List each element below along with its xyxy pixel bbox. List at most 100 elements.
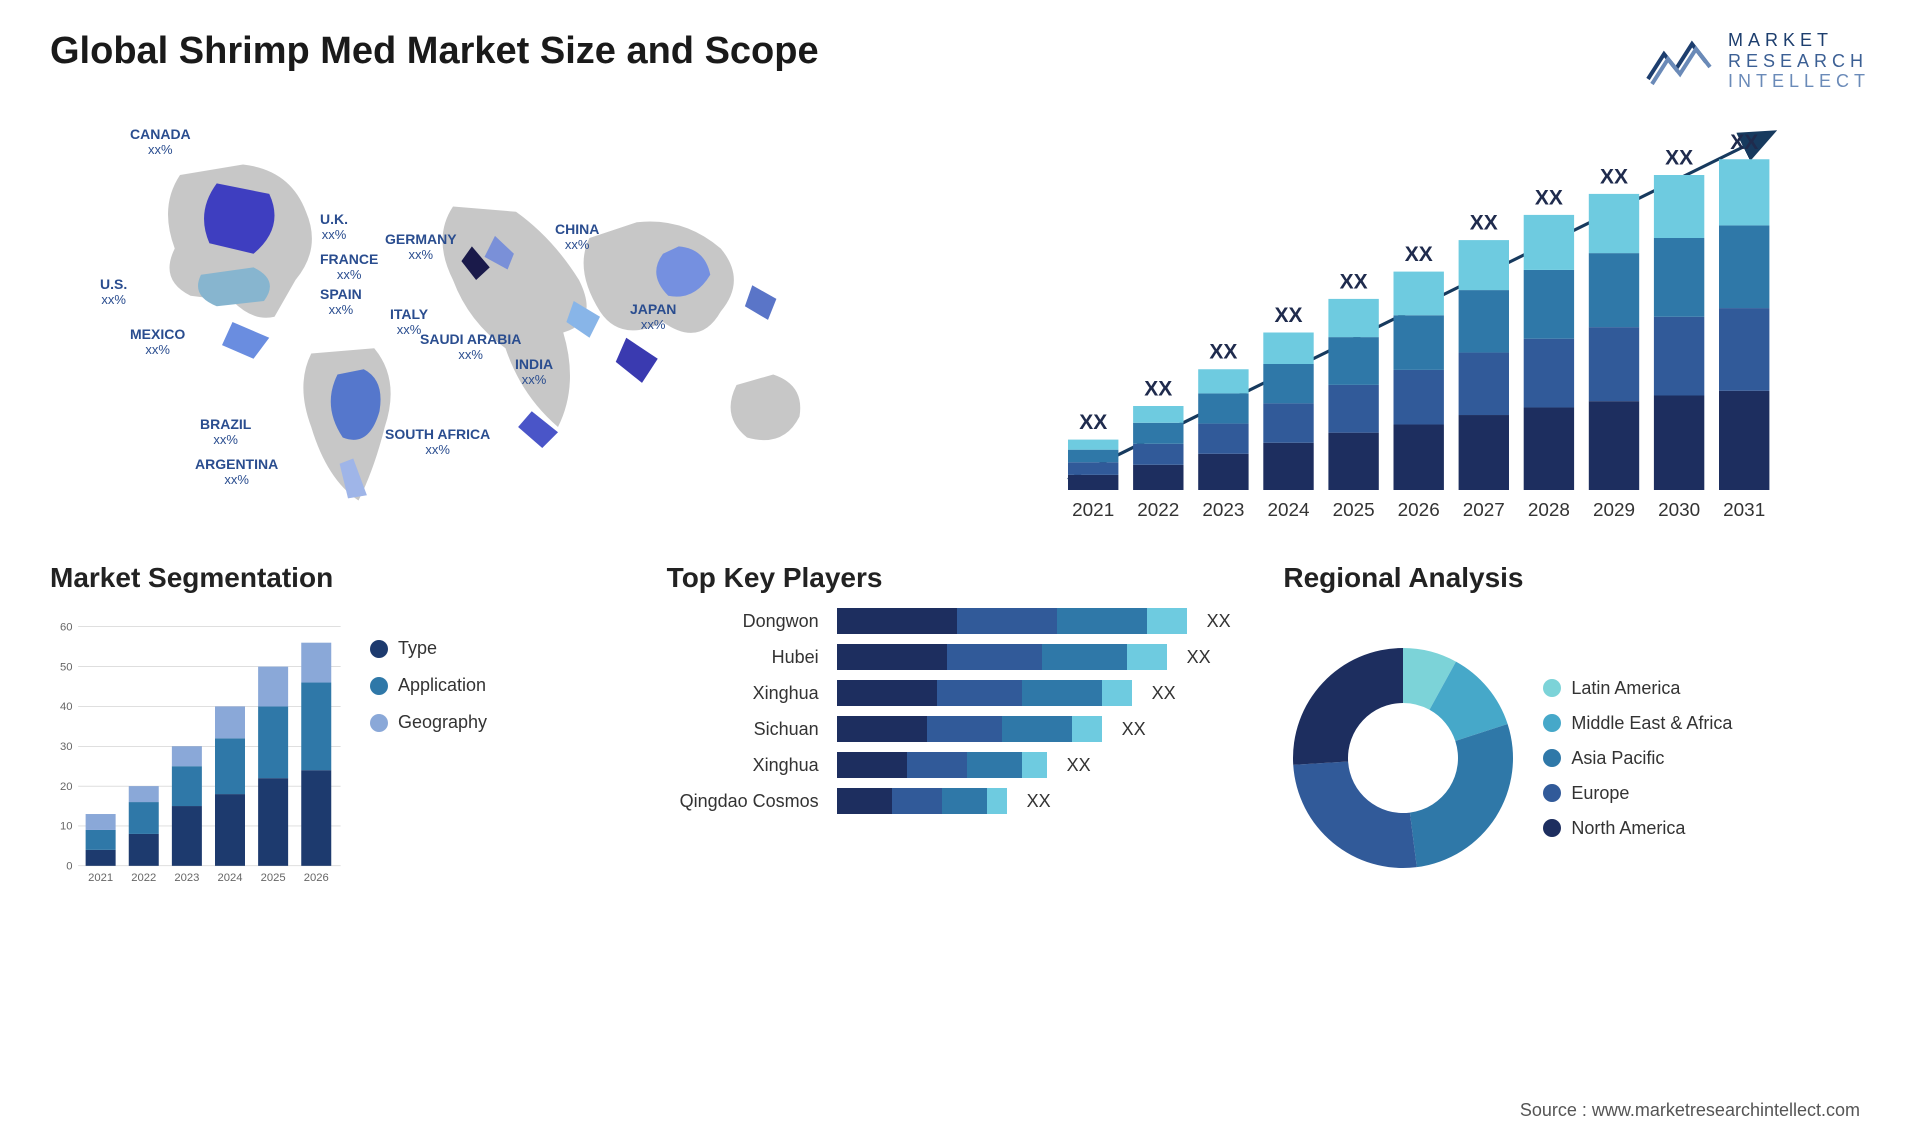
growth-bar-seg bbox=[1328, 385, 1378, 433]
segmentation-title: Market Segmentation bbox=[50, 562, 637, 594]
growth-bar-seg bbox=[1719, 159, 1769, 225]
regional-legend-item: Asia Pacific bbox=[1543, 748, 1732, 769]
growth-bar-seg bbox=[1654, 317, 1704, 396]
segmentation-legend: Type Application Geography bbox=[370, 608, 487, 908]
player-bar-seg bbox=[947, 644, 1042, 670]
seg-year-label: 2025 bbox=[261, 872, 286, 884]
svg-text:40: 40 bbox=[60, 701, 73, 713]
growth-bar-seg bbox=[1394, 272, 1444, 316]
player-name: Dongwon bbox=[667, 611, 827, 632]
players-panel: Top Key Players DongwonXXHubeiXXXinghuaX… bbox=[667, 562, 1254, 942]
bottom-row: Market Segmentation 0102030405060 202120… bbox=[50, 562, 1870, 942]
player-bar bbox=[837, 608, 1187, 634]
player-bar-seg bbox=[1127, 644, 1167, 670]
player-bar bbox=[837, 680, 1132, 706]
logo-line1: MARKET bbox=[1728, 30, 1870, 51]
growth-bar-seg bbox=[1068, 440, 1118, 450]
player-bar bbox=[837, 716, 1102, 742]
growth-bar-seg bbox=[1589, 327, 1639, 401]
growth-bar-seg bbox=[1328, 433, 1378, 490]
seg-bar-seg bbox=[258, 778, 288, 866]
map-label-japan: JAPANxx% bbox=[630, 302, 676, 331]
growth-bar-seg bbox=[1133, 423, 1183, 444]
seg-year-label: 2024 bbox=[217, 872, 242, 884]
legend-label: Europe bbox=[1571, 783, 1629, 804]
regional-legend: Latin America Middle East & Africa Asia Pa… bbox=[1543, 678, 1732, 839]
growth-bar-seg bbox=[1394, 425, 1444, 491]
growth-year-label: 2027 bbox=[1463, 500, 1505, 521]
player-name: Qingdao Cosmos bbox=[667, 791, 827, 812]
seg-year-label: 2022 bbox=[131, 872, 156, 884]
player-bar bbox=[837, 788, 1007, 814]
player-value: XX bbox=[1187, 647, 1211, 668]
growth-bar-seg bbox=[1719, 225, 1769, 308]
legend-dot-icon bbox=[370, 714, 388, 732]
player-bar-seg bbox=[1102, 680, 1132, 706]
regional-legend-item: Middle East & Africa bbox=[1543, 713, 1732, 734]
legend-label: Middle East & Africa bbox=[1571, 713, 1732, 734]
growth-year-label: 2023 bbox=[1202, 500, 1244, 521]
player-value: XX bbox=[1122, 719, 1146, 740]
map-label-india: INDIAxx% bbox=[515, 357, 553, 386]
legend-dot-icon bbox=[370, 677, 388, 695]
seg-year-label: 2023 bbox=[174, 872, 199, 884]
map-label-france: FRANCExx% bbox=[320, 252, 378, 281]
player-bar-seg bbox=[1072, 716, 1102, 742]
legend-label: Latin America bbox=[1571, 678, 1680, 699]
seg-bar-seg bbox=[129, 834, 159, 866]
growth-bar-seg bbox=[1263, 364, 1313, 403]
source-text: Source : www.marketresearchintellect.com bbox=[1520, 1100, 1860, 1121]
player-bar-seg bbox=[967, 752, 1022, 778]
svg-text:0: 0 bbox=[66, 861, 72, 873]
legend-label: Geography bbox=[398, 712, 487, 733]
growth-bar-seg bbox=[1459, 240, 1509, 290]
growth-bar-seg bbox=[1133, 465, 1183, 490]
player-bar-seg bbox=[1002, 716, 1072, 742]
growth-bar-seg bbox=[1589, 401, 1639, 490]
growth-bar-seg bbox=[1459, 353, 1509, 415]
player-name: Hubei bbox=[667, 647, 827, 668]
growth-year-label: 2030 bbox=[1658, 500, 1700, 521]
player-bar-seg bbox=[942, 788, 987, 814]
seg-bar-seg bbox=[258, 707, 288, 779]
growth-bar-value: XX bbox=[1730, 131, 1758, 154]
growth-year-label: 2028 bbox=[1528, 500, 1570, 521]
svg-text:10: 10 bbox=[60, 821, 73, 833]
player-value: XX bbox=[1027, 791, 1051, 812]
player-name: Sichuan bbox=[667, 719, 827, 740]
player-bar-seg bbox=[837, 716, 927, 742]
player-bar-seg bbox=[1042, 644, 1127, 670]
player-bar-seg bbox=[837, 680, 937, 706]
player-bar-seg bbox=[837, 608, 957, 634]
seg-year-label: 2026 bbox=[304, 872, 329, 884]
regional-donut bbox=[1283, 638, 1523, 878]
seg-bar-seg bbox=[215, 794, 245, 866]
seg-bar-seg bbox=[215, 738, 245, 794]
regional-legend-item: Europe bbox=[1543, 783, 1732, 804]
growth-bar-seg bbox=[1328, 337, 1378, 385]
player-bar-seg bbox=[837, 644, 947, 670]
map-label-spain: SPAINxx% bbox=[320, 287, 362, 316]
growth-bar-seg bbox=[1133, 444, 1183, 465]
seg-bar-seg bbox=[129, 802, 159, 834]
growth-year-label: 2024 bbox=[1267, 500, 1309, 521]
growth-bar-seg bbox=[1198, 424, 1248, 454]
svg-text:20: 20 bbox=[60, 781, 73, 793]
world-map bbox=[50, 112, 940, 532]
player-bar-seg bbox=[987, 788, 1007, 814]
seg-legend-item: Type bbox=[370, 638, 487, 659]
growth-year-label: 2029 bbox=[1593, 500, 1635, 521]
donut-slice bbox=[1410, 724, 1513, 867]
world-map-panel: CANADAxx%U.S.xx%MEXICOxx%BRAZILxx%ARGENT… bbox=[50, 112, 940, 532]
player-row: XinghuaXX bbox=[667, 680, 1254, 706]
seg-bar-seg bbox=[215, 707, 245, 739]
player-bar-seg bbox=[892, 788, 942, 814]
player-bar-seg bbox=[957, 608, 1057, 634]
legend-dot-icon bbox=[370, 640, 388, 658]
seg-bar-seg bbox=[172, 766, 202, 806]
map-label-uk: U.K.xx% bbox=[320, 212, 348, 241]
legend-label: Application bbox=[398, 675, 486, 696]
legend-dot-icon bbox=[1543, 819, 1561, 837]
growth-bar-seg bbox=[1328, 299, 1378, 337]
player-bar bbox=[837, 644, 1167, 670]
